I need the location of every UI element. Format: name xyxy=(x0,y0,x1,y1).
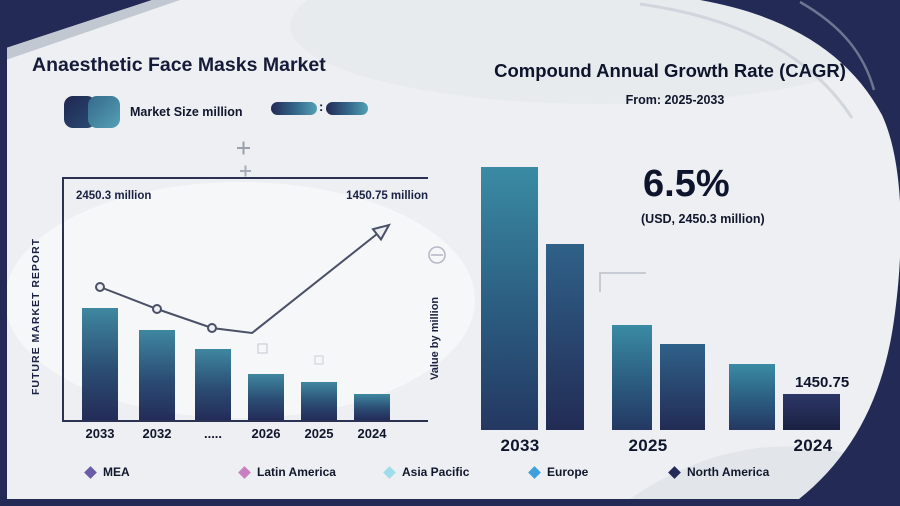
market-size-legend-label: Market Size million xyxy=(130,105,243,119)
legend-pill xyxy=(271,102,317,115)
bracket-ornament xyxy=(599,272,646,292)
right-chart-title: Compound Annual Growth Rate (CAGR) xyxy=(494,60,846,81)
cagr-value: 6.5% xyxy=(643,163,730,205)
legend-pill xyxy=(326,102,368,115)
square-icon xyxy=(314,355,324,365)
left-chart-title: Anaesthetic Face Masks Market xyxy=(32,54,326,76)
right-chart-bar-annotation: 1450.75 xyxy=(795,374,850,391)
left-chart-annotation-end: 1450.75 million xyxy=(346,190,428,202)
right-chart-subtitle: From: 2025-2033 xyxy=(625,93,725,107)
legend-pill-separator: : xyxy=(319,99,324,114)
plus-icon xyxy=(240,165,251,177)
left-chart-x-axis xyxy=(62,420,428,422)
square-icon xyxy=(257,343,268,354)
left-chart-side-label: FUTURE MARKET REPORT xyxy=(30,237,42,395)
plus-icon xyxy=(237,141,250,155)
left-chart-annotation-start: 2450.3 million xyxy=(76,190,152,202)
cagr-note: (USD, 2450.3 million) xyxy=(641,212,765,226)
left-chart-top-border xyxy=(62,177,428,179)
left-chart-y-axis xyxy=(62,177,64,422)
circle-minus-icon xyxy=(428,246,446,264)
right-chart-y-label: Value by million xyxy=(429,296,441,380)
market-size-icon-overlay xyxy=(88,96,120,128)
